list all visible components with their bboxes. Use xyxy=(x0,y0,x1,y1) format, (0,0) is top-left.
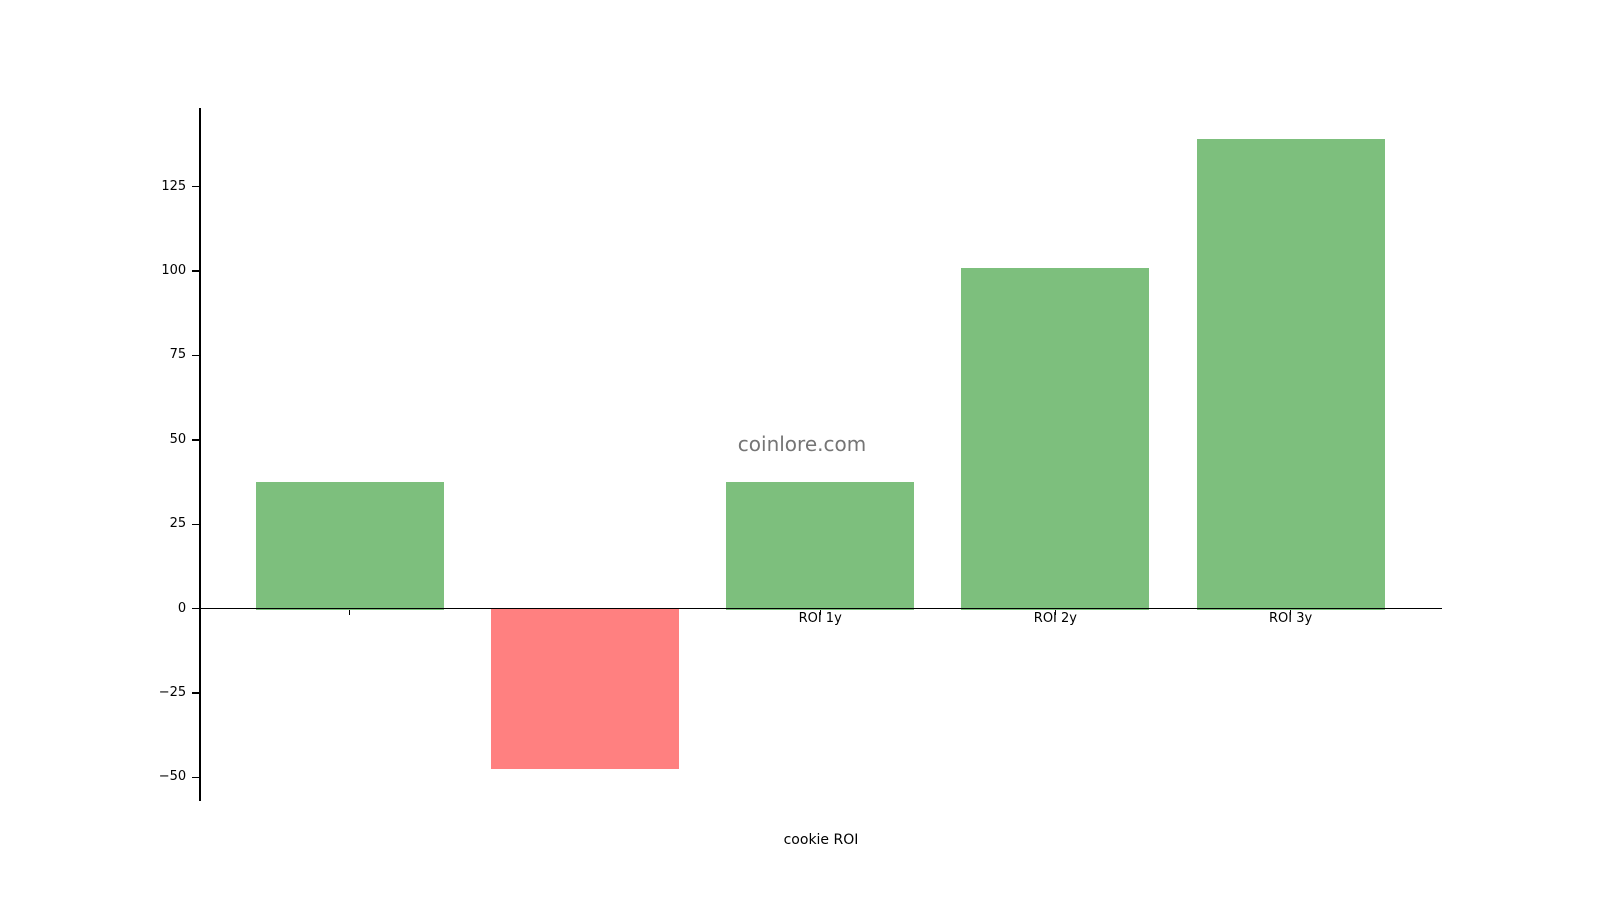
y-tick-label: 0 xyxy=(177,600,187,616)
bar xyxy=(255,482,444,610)
y-tick-mark xyxy=(192,776,200,779)
y-tick-mark xyxy=(192,185,200,188)
y-tick-label: 125 xyxy=(161,178,187,194)
y-tick-mark xyxy=(192,692,200,694)
x-tick-label: ROI 2y xyxy=(1033,610,1077,626)
y-tick-mark xyxy=(192,270,200,272)
y-tick-label: 100 xyxy=(161,263,187,279)
bar xyxy=(961,268,1150,610)
y-axis-line xyxy=(199,108,201,801)
y-tick-label: −50 xyxy=(158,769,187,785)
y-tick-mark xyxy=(192,523,200,525)
x-tick-label: ROI 1y xyxy=(798,610,842,626)
y-tick-mark xyxy=(192,354,200,357)
x-tick-mark xyxy=(1054,609,1057,615)
y-tick-label: 50 xyxy=(169,431,187,447)
bar xyxy=(491,609,679,770)
y-tick-mark xyxy=(192,607,200,610)
x-tick-mark xyxy=(819,609,821,615)
x-tick-mark xyxy=(1289,609,1292,615)
bar xyxy=(726,482,915,610)
y-tick-label: −25 xyxy=(158,684,187,700)
watermark-text: coinlore.com xyxy=(737,432,867,456)
x-axis-line xyxy=(199,607,1442,610)
x-tick-mark xyxy=(349,609,351,615)
y-tick-mark xyxy=(192,439,200,441)
x-axis-title: cookie ROI xyxy=(783,832,859,848)
y-tick-label: 25 xyxy=(169,516,187,532)
bar xyxy=(1196,139,1385,610)
x-tick-label: ROI 3y xyxy=(1268,610,1313,626)
y-tick-label: 75 xyxy=(169,347,187,363)
